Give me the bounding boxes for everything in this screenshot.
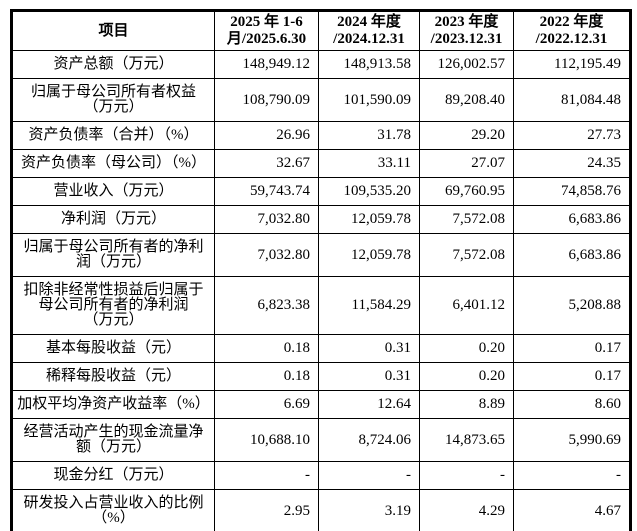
value-cell: 7,032.80 [214, 233, 319, 277]
value-cell: 10,688.10 [214, 418, 319, 462]
value-cell: 31.78 [318, 121, 420, 150]
value-cell: 59,743.74 [214, 177, 319, 206]
row-label: 归属于母公司所有者的净利 润（万元） [11, 233, 215, 277]
row-label: 现金分红（万元） [11, 461, 215, 490]
value-cell: 24.35 [513, 149, 631, 178]
financial-summary-table: 项目 2025 年 1-6 月/2025.6.30 2024 年度 /2024.… [10, 9, 632, 531]
row-label: 基本每股收益（元） [11, 334, 215, 363]
header-cell-period-2022: 2022 年度 /2022.12.31 [513, 10, 631, 51]
value-cell: - [513, 461, 631, 490]
header-cell-period-2025: 2025 年 1-6 月/2025.6.30 [214, 10, 319, 51]
row-label: 经营活动产生的现金流量净 额（万元） [11, 418, 215, 462]
table-row-net-profit: 净利润（万元） 7,032.80 12,059.78 7,572.08 6,68… [11, 205, 631, 234]
table-row-weighted-roe: 加权平均净资产收益率（%） 6.69 12.64 8.89 8.60 [11, 390, 631, 419]
value-cell: 12.64 [318, 390, 420, 419]
value-cell: 7,572.08 [419, 205, 514, 234]
value-cell: 0.18 [214, 362, 319, 391]
value-cell: 148,949.12 [214, 50, 319, 79]
row-label: 净利润（万元） [11, 205, 215, 234]
value-cell: 6,683.86 [513, 233, 631, 277]
table-row-net-profit-parent: 归属于母公司所有者的净利 润（万元） 7,032.80 12,059.78 7,… [11, 233, 631, 277]
header-cell-period-2023: 2023 年度 /2023.12.31 [419, 10, 514, 51]
table-row-total-assets: 资产总额（万元） 148,949.12 148,913.58 126,002.5… [11, 50, 631, 79]
value-cell: 112,195.49 [513, 50, 631, 79]
row-label: 稀释每股收益（元） [11, 362, 215, 391]
row-label: 加权平均净资产收益率（%） [11, 390, 215, 419]
value-cell: - [419, 461, 514, 490]
value-cell: 2.95 [214, 489, 319, 531]
row-label: 扣除非经常性损益后归属于 母公司所有者的净利润 （万元） [11, 276, 215, 335]
value-cell: 12,059.78 [318, 205, 420, 234]
row-label: 资产总额（万元） [11, 50, 215, 79]
value-cell: 74,858.76 [513, 177, 631, 206]
table-row-rd-ratio: 研发投入占营业收入的比例 （%） 2.95 3.19 4.29 4.67 [11, 489, 631, 531]
table-row-cash-dividend: 现金分红（万元） - - - - [11, 461, 631, 490]
value-cell: 33.11 [318, 149, 420, 178]
value-cell: 0.17 [513, 362, 631, 391]
header-cell-item: 项目 [11, 10, 215, 51]
value-cell: 32.67 [214, 149, 319, 178]
value-cell: 27.07 [419, 149, 514, 178]
value-cell: 27.73 [513, 121, 631, 150]
row-label: 资产负债率（母公司）（%） [11, 149, 215, 178]
value-cell: - [214, 461, 319, 490]
value-cell: 69,760.95 [419, 177, 514, 206]
value-cell: 148,913.58 [318, 50, 420, 79]
value-cell: 3.19 [318, 489, 420, 531]
value-cell: 101,590.09 [318, 78, 420, 122]
value-cell: 12,059.78 [318, 233, 420, 277]
value-cell: 11,584.29 [318, 276, 420, 335]
table-row-debt-ratio-consolidated: 资产负债率（合并）（%） 26.96 31.78 29.20 27.73 [11, 121, 631, 150]
value-cell: 6.69 [214, 390, 319, 419]
value-cell: 108,790.09 [214, 78, 319, 122]
value-cell: - [318, 461, 420, 490]
value-cell: 0.17 [513, 334, 631, 363]
table-row-diluted-eps: 稀释每股收益（元） 0.18 0.31 0.20 0.17 [11, 362, 631, 391]
value-cell: 29.20 [419, 121, 514, 150]
value-cell: 126,002.57 [419, 50, 514, 79]
value-cell: 8.89 [419, 390, 514, 419]
value-cell: 5,990.69 [513, 418, 631, 462]
row-label: 归属于母公司所有者权益 （万元） [11, 78, 215, 122]
value-cell: 5,208.88 [513, 276, 631, 335]
value-cell: 8.60 [513, 390, 631, 419]
table-row-basic-eps: 基本每股收益（元） 0.18 0.31 0.20 0.17 [11, 334, 631, 363]
value-cell: 6,401.12 [419, 276, 514, 335]
value-cell: 81,084.48 [513, 78, 631, 122]
table-row-net-profit-deducted: 扣除非经常性损益后归属于 母公司所有者的净利润 （万元） 6,823.38 11… [11, 276, 631, 335]
header-cell-period-2024: 2024 年度 /2024.12.31 [318, 10, 420, 51]
row-label: 营业收入（万元） [11, 177, 215, 206]
value-cell: 8,724.06 [318, 418, 420, 462]
value-cell: 6,683.86 [513, 205, 631, 234]
row-label: 研发投入占营业收入的比例 （%） [11, 489, 215, 531]
table-row-parent-equity: 归属于母公司所有者权益 （万元） 108,790.09 101,590.09 8… [11, 78, 631, 122]
value-cell: 0.18 [214, 334, 319, 363]
value-cell: 0.31 [318, 362, 420, 391]
table-row-debt-ratio-parent: 资产负债率（母公司）（%） 32.67 33.11 27.07 24.35 [11, 149, 631, 178]
row-label: 资产负债率（合并）（%） [11, 121, 215, 150]
value-cell: 0.20 [419, 362, 514, 391]
value-cell: 0.20 [419, 334, 514, 363]
value-cell: 109,535.20 [318, 177, 420, 206]
table-row-revenue: 营业收入（万元） 59,743.74 109,535.20 69,760.95 … [11, 177, 631, 206]
value-cell: 26.96 [214, 121, 319, 150]
value-cell: 7,572.08 [419, 233, 514, 277]
value-cell: 4.29 [419, 489, 514, 531]
value-cell: 89,208.40 [419, 78, 514, 122]
value-cell: 14,873.65 [419, 418, 514, 462]
value-cell: 4.67 [513, 489, 631, 531]
value-cell: 7,032.80 [214, 205, 319, 234]
value-cell: 6,823.38 [214, 276, 319, 335]
table-header-row: 项目 2025 年 1-6 月/2025.6.30 2024 年度 /2024.… [11, 10, 631, 51]
value-cell: 0.31 [318, 334, 420, 363]
table-row-operating-cash-flow: 经营活动产生的现金流量净 额（万元） 10,688.10 8,724.06 14… [11, 418, 631, 462]
